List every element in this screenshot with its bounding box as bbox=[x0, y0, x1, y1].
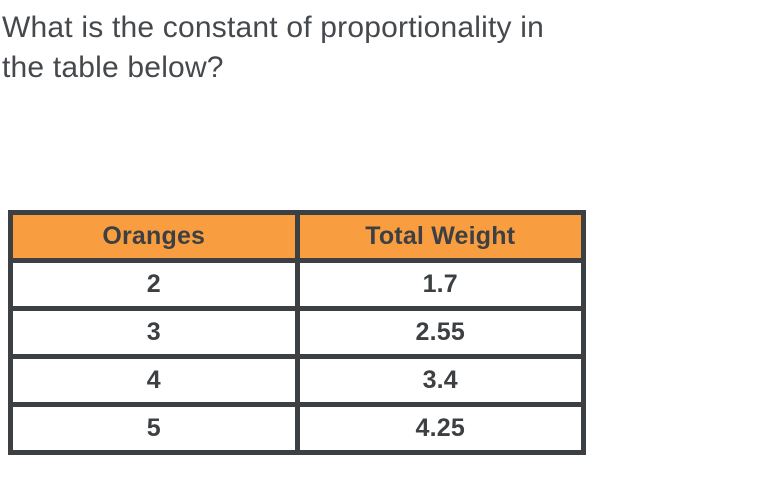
cell-total-weight: 3.4 bbox=[294, 354, 586, 407]
table-header-row: Oranges Total Weight bbox=[8, 210, 586, 263]
cell-oranges: 4 bbox=[8, 354, 300, 407]
table-row: 2 1.7 bbox=[8, 258, 586, 311]
cell-total-weight: 4.25 bbox=[294, 402, 586, 455]
proportionality-table: Oranges Total Weight 2 1.7 3 2.55 4 3.4 … bbox=[8, 210, 586, 455]
header-oranges: Oranges bbox=[8, 210, 300, 263]
cell-total-weight: 2.55 bbox=[294, 306, 586, 359]
cell-oranges: 3 bbox=[8, 306, 300, 359]
question-text: What is the constant of proportionality … bbox=[2, 8, 544, 88]
question-line-1: What is the constant of proportionality … bbox=[2, 11, 545, 44]
header-total-weight: Total Weight bbox=[294, 210, 586, 263]
cell-oranges: 2 bbox=[8, 258, 300, 311]
table-row: 5 4.25 bbox=[8, 402, 586, 455]
cell-oranges: 5 bbox=[8, 402, 300, 455]
table-row: 4 3.4 bbox=[8, 354, 586, 407]
cell-total-weight: 1.7 bbox=[294, 258, 586, 311]
table-row: 3 2.55 bbox=[8, 306, 586, 359]
question-line-2: the table below? bbox=[2, 51, 224, 84]
